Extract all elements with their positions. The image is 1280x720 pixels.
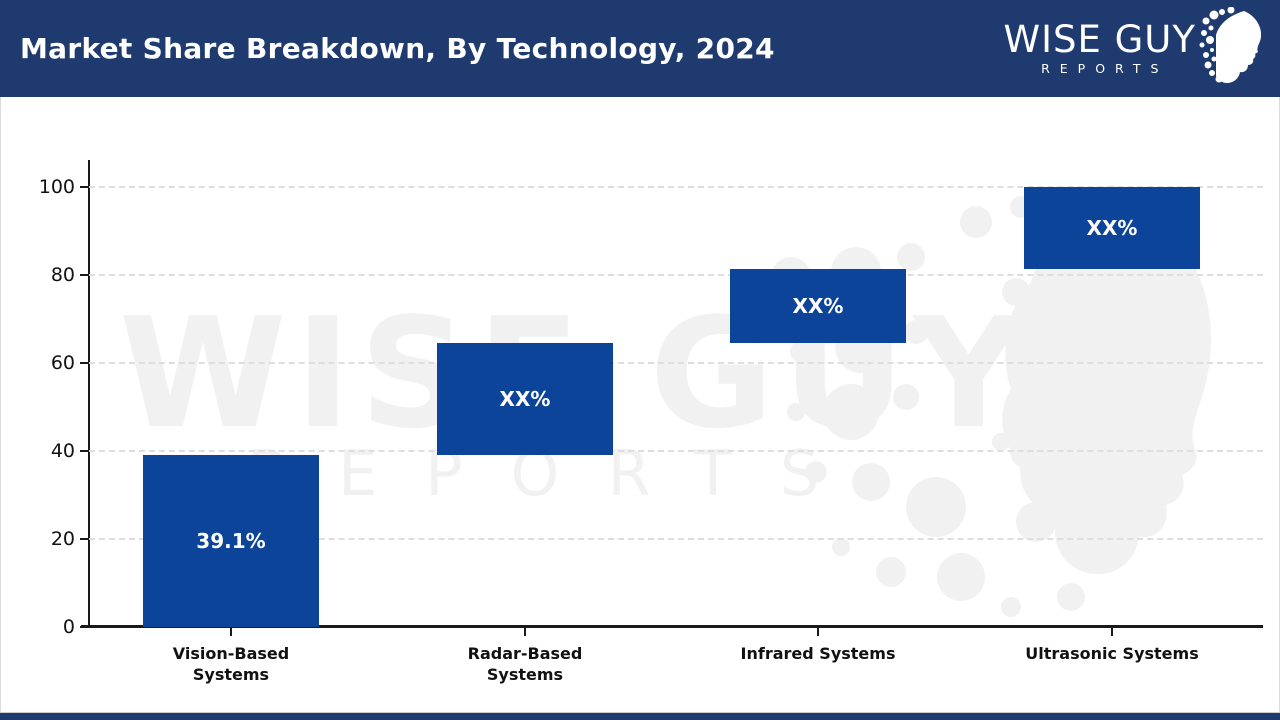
gridline-40 — [89, 450, 1263, 452]
x-tick-mark — [1111, 628, 1113, 636]
category-label-2: Radar-Based Systems — [467, 644, 583, 684]
footer-bar — [0, 713, 1280, 720]
bar-value-label: 39.1% — [196, 528, 266, 553]
waterfall-bar-4: XX% — [1024, 187, 1200, 270]
x-tick-mark — [230, 628, 232, 636]
waterfall-bar-3: XX% — [730, 269, 906, 344]
y-tick-label-20: 20 — [50, 528, 75, 550]
category-label-3: Infrared Systems — [740, 644, 896, 663]
y-tick-mark — [80, 538, 89, 540]
brand-logo-name: WISE GUY — [1003, 18, 1196, 61]
y-tick-label-100: 100 — [38, 176, 75, 198]
y-tick-label-60: 60 — [50, 352, 75, 374]
x-tick-mark — [524, 628, 526, 636]
brand-logo: WISE GUY REPORTS — [1004, 6, 1264, 91]
head-profile-icon — [1198, 6, 1264, 91]
y-tick-label-0: 0 — [62, 616, 75, 638]
gridline-100 — [89, 186, 1263, 188]
y-tick-mark — [80, 274, 89, 276]
page-title: Market Share Breakdown, By Technology, 2… — [20, 32, 775, 65]
y-tick-label-40: 40 — [50, 440, 75, 462]
bar-value-label: XX% — [1086, 216, 1138, 241]
watermark-head-profile-graphic — [761, 127, 1279, 671]
waterfall-bar-2: XX% — [437, 343, 613, 455]
x-tick-mark — [817, 628, 819, 636]
x-axis-line — [81, 625, 1263, 628]
category-label-1: Vision-Based Systems — [172, 644, 290, 684]
y-tick-mark — [80, 362, 89, 364]
waterfall-plot: 0 20 40 60 80 100 39.1% Vision-Based Systems XX%… — [1, 97, 1279, 712]
waterfall-bar-1: 39.1% — [143, 454, 319, 627]
brand-logo-subtitle: REPORTS — [1041, 61, 1169, 76]
y-tick-mark — [80, 186, 89, 188]
header-bar: Market Share Breakdown, By Technology, 2… — [0, 0, 1280, 97]
gridline-20 — [89, 538, 1263, 540]
y-tick-mark — [80, 450, 89, 452]
bar-value-label: XX% — [792, 294, 844, 319]
gridline-80 — [89, 274, 1263, 276]
y-tick-mark — [80, 626, 89, 628]
y-axis-line — [88, 160, 90, 627]
bar-value-label: XX% — [499, 387, 551, 412]
brand-logo-text: WISE GUY REPORTS — [1004, 21, 1196, 76]
gridline-60 — [89, 362, 1263, 364]
category-label-4: Ultrasonic Systems — [1025, 644, 1199, 663]
y-tick-label-80: 80 — [50, 264, 75, 286]
chart-figure: WISE GUY REPORTS 0 20 40 60 80 100 39.1% Vision… — [0, 97, 1280, 713]
